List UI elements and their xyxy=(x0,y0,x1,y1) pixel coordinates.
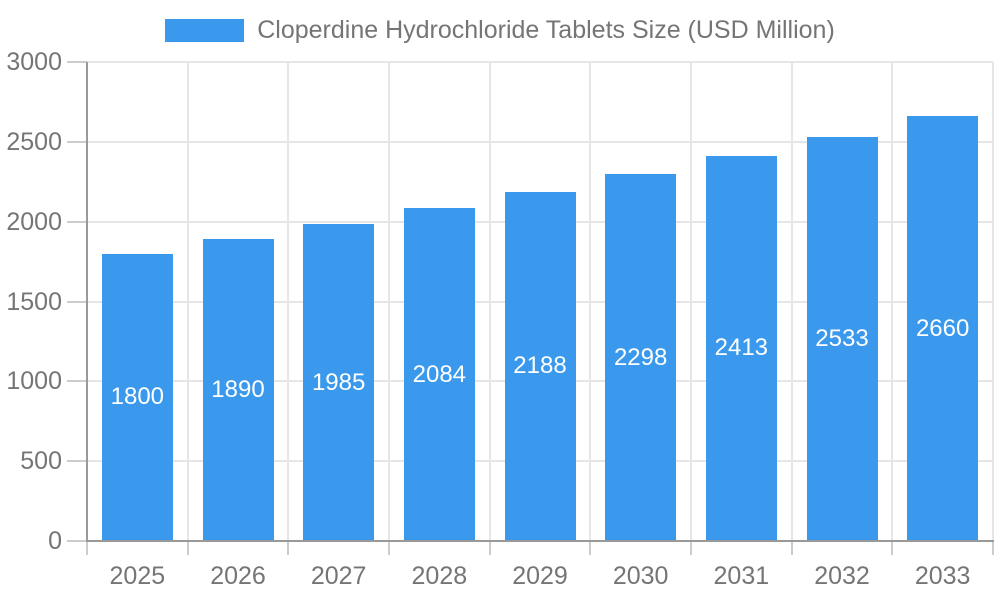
x-axis-tick xyxy=(287,541,290,555)
y-axis-tick-label: 1000 xyxy=(6,367,62,396)
bar-value-label: 2660 xyxy=(915,314,970,342)
bar: 2660 xyxy=(907,116,979,541)
x-axis-tick xyxy=(690,541,692,555)
x-axis-tick-label: 2028 xyxy=(411,562,468,590)
legend-swatch-icon xyxy=(165,19,245,42)
gridline-vertical xyxy=(690,62,692,541)
x-axis-tick xyxy=(186,541,189,555)
gridline-vertical xyxy=(287,62,290,541)
bar: 1985 xyxy=(303,224,375,541)
y-axis-tick xyxy=(67,140,87,143)
bar: 2413 xyxy=(705,155,777,541)
bar-value-label: 2298 xyxy=(613,343,668,371)
bar-value-label: 2533 xyxy=(815,324,869,352)
gridline-horizontal xyxy=(87,61,993,63)
gridline-vertical xyxy=(186,62,189,541)
y-axis-tick xyxy=(67,61,87,63)
x-axis-tick xyxy=(790,541,793,555)
bar: 2084 xyxy=(403,208,475,541)
gridline-vertical xyxy=(388,62,390,541)
x-axis-tick xyxy=(589,541,592,555)
x-axis-tick-label: 2029 xyxy=(512,562,568,590)
gridline-vertical xyxy=(992,62,994,541)
bar: 2188 xyxy=(504,191,576,541)
x-axis-tick xyxy=(388,541,390,555)
bar-value-label: 2413 xyxy=(714,334,769,362)
x-axis-tick xyxy=(488,541,491,555)
x-axis-tick-label: 2031 xyxy=(713,562,770,590)
y-axis-tick xyxy=(67,220,87,223)
bar-value-label: 1890 xyxy=(211,376,265,404)
bar-value-label: 2084 xyxy=(412,360,467,388)
x-axis-tick-label: 2025 xyxy=(109,562,166,590)
y-axis-line xyxy=(86,62,88,541)
y-axis-tick-label: 3000 xyxy=(6,48,62,76)
x-axis-tick-label: 2027 xyxy=(310,562,367,590)
x-axis-tick xyxy=(86,541,88,555)
y-axis-tick-label: 1500 xyxy=(6,287,62,316)
bar-value-label: 1800 xyxy=(110,383,165,411)
y-axis-tick xyxy=(67,460,87,463)
bar: 2298 xyxy=(605,174,677,541)
y-axis-tick-label: 2000 xyxy=(6,207,62,236)
x-axis-tick-label: 2026 xyxy=(210,562,266,590)
legend[interactable]: Cloperdine Hydrochloride Tablets Size (U… xyxy=(0,16,1000,45)
gridline-vertical xyxy=(790,62,793,541)
y-axis-tick xyxy=(67,300,87,303)
y-axis-tick-label: 2500 xyxy=(6,127,62,156)
bar: 2533 xyxy=(806,136,878,541)
bar: 1890 xyxy=(202,239,274,541)
bar: 1800 xyxy=(101,253,173,541)
gridline-vertical xyxy=(589,62,592,541)
bar-value-label: 1985 xyxy=(311,368,366,396)
x-axis-line xyxy=(86,540,994,542)
y-axis-tick xyxy=(67,540,87,542)
x-axis-tick-label: 2032 xyxy=(814,562,870,590)
gridline-vertical xyxy=(891,62,894,541)
x-axis-tick-label: 2030 xyxy=(612,562,669,590)
y-axis-tick-label: 500 xyxy=(20,447,62,476)
y-axis-tick-label: 0 xyxy=(48,527,62,555)
legend-label: Cloperdine Hydrochloride Tablets Size (U… xyxy=(257,16,835,44)
y-axis-tick xyxy=(67,380,87,383)
gridline-vertical xyxy=(488,62,491,541)
x-axis-tick xyxy=(992,541,994,555)
x-axis-tick-label: 2033 xyxy=(914,562,971,590)
bar-value-label: 2188 xyxy=(513,352,567,380)
x-axis-tick xyxy=(891,541,894,555)
gridline-horizontal xyxy=(87,140,993,143)
